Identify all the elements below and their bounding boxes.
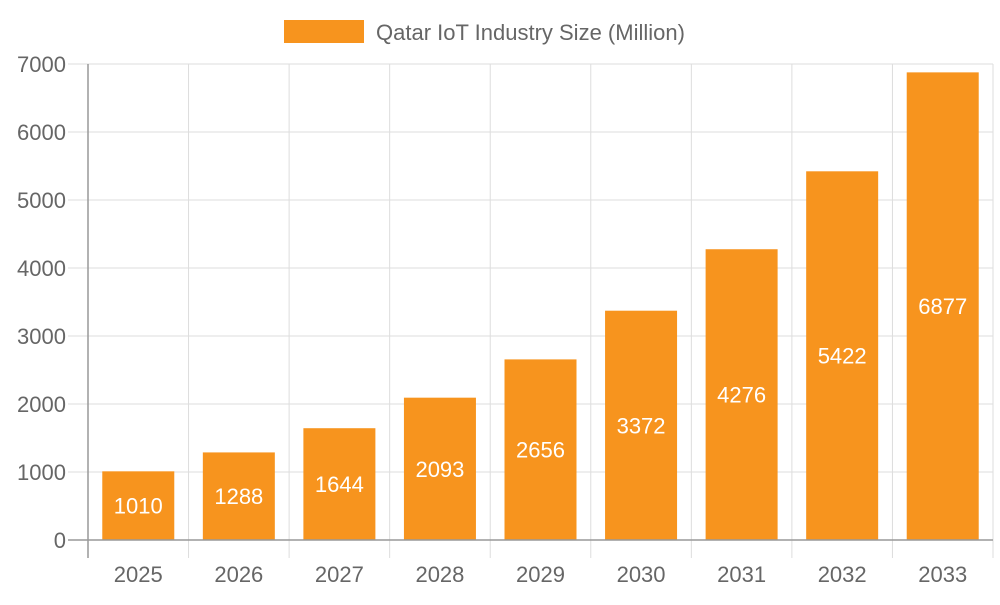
x-tick-label: 2031 <box>717 562 766 587</box>
x-tick-label: 2027 <box>315 562 364 587</box>
data-label: 1288 <box>214 484 263 509</box>
data-label: 4276 <box>717 383 766 408</box>
bars: 1010 1288 1644 2093 2656 3372 4276 5422 6877 <box>102 72 979 540</box>
y-tick-label: 5000 <box>17 188 66 213</box>
y-tick-label: 2000 <box>17 392 66 417</box>
data-label: 1644 <box>315 472 364 497</box>
bar-2025 <box>102 471 175 540</box>
data-label: 6877 <box>918 294 967 319</box>
x-tick-label: 2032 <box>818 562 867 587</box>
y-tick-label: 3000 <box>17 324 66 349</box>
data-label: 2093 <box>415 457 464 482</box>
data-label: 1010 <box>114 494 163 519</box>
x-tick-label: 2026 <box>214 562 263 587</box>
x-tick-label: 2029 <box>516 562 565 587</box>
x-tick-label: 2025 <box>114 562 163 587</box>
bar-2032 <box>806 171 879 540</box>
data-label: 2656 <box>516 438 565 463</box>
x-tick-label: 2030 <box>617 562 666 587</box>
legend-swatch[interactable] <box>284 20 364 43</box>
bar-2031 <box>705 249 778 540</box>
y-tick-label: 7000 <box>17 52 66 77</box>
data-label: 3372 <box>617 413 666 438</box>
y-tick-label: 1000 <box>17 460 66 485</box>
bar-2030 <box>605 310 678 540</box>
x-tick-label: 2033 <box>918 562 967 587</box>
grid <box>68 63 994 558</box>
x-tick-label: 2028 <box>415 562 464 587</box>
legend-label[interactable]: Qatar IoT Industry Size (Million) <box>376 20 685 45</box>
bar-2033 <box>906 72 979 540</box>
y-tick-label: 4000 <box>17 256 66 281</box>
y-tick-label: 0 <box>54 528 66 553</box>
y-tick-label: 6000 <box>17 120 66 145</box>
data-label: 5422 <box>818 344 867 369</box>
bar-2029 <box>504 359 577 540</box>
bar-2026 <box>202 452 275 540</box>
axes: 0 1000 2000 3000 4000 5000 6000 7000 2025 2026 202… <box>17 52 993 587</box>
bar-2027 <box>303 428 376 540</box>
bar-2028 <box>403 397 476 540</box>
